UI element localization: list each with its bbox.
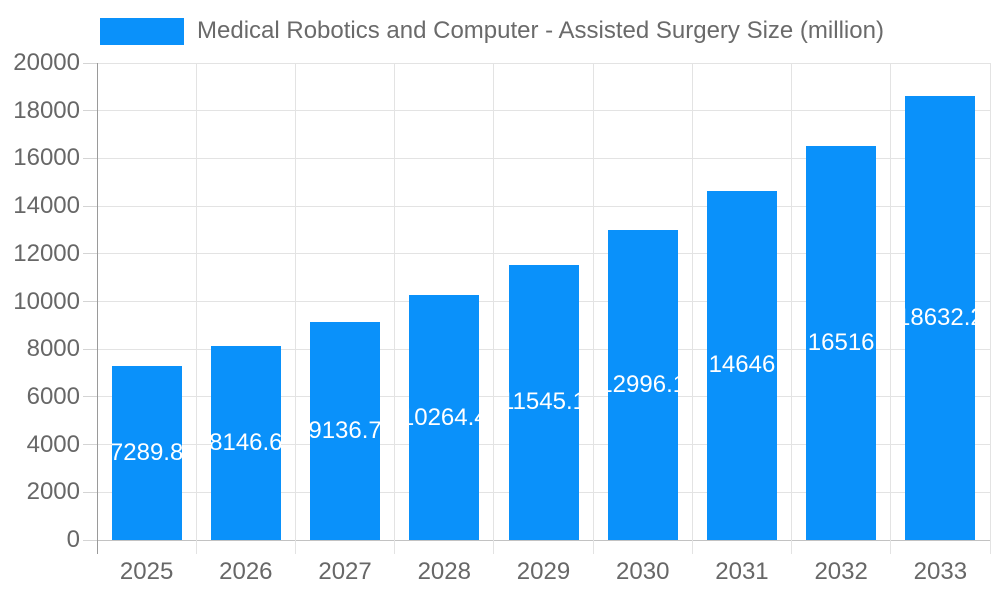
y-axis-line: [96, 63, 98, 554]
y-tick-mark: [83, 396, 97, 398]
legend-swatch-icon: [100, 17, 184, 45]
y-tick-label: 12000: [13, 239, 80, 267]
bar-2025[interactable]: 7289.8: [111, 366, 182, 540]
bar-value-label: 10264.4: [409, 403, 479, 431]
h-gridline: [97, 62, 990, 64]
y-tick-mark: [83, 62, 97, 64]
x-tick-label: 2033: [913, 558, 968, 585]
bar-2029[interactable]: 11545.1: [508, 264, 579, 540]
bar-value-label: 16516: [807, 329, 875, 357]
bar-value-label: 14646: [708, 351, 776, 379]
v-gridline: [195, 63, 197, 554]
h-gridline: [97, 110, 990, 112]
h-gridline: [97, 253, 990, 255]
bar-value-label: 9136.7: [310, 417, 381, 445]
bar-2033[interactable]: 18632.2: [905, 95, 976, 540]
bar-2032[interactable]: 16516: [806, 146, 877, 540]
x-axis-baseline: [97, 539, 990, 541]
bar-value-label: 8146.6: [210, 428, 281, 456]
y-tick-mark: [83, 348, 97, 350]
legend-label: Medical Robotics and Computer - Assisted…: [197, 17, 884, 44]
bar-2028[interactable]: 10264.4: [409, 295, 480, 540]
bar-2027[interactable]: 9136.7: [310, 322, 381, 540]
x-tick-label: 2026: [219, 558, 273, 585]
bar-2030[interactable]: 12996.1: [607, 230, 678, 540]
x-tick-label: 2030: [616, 558, 670, 585]
y-tick-mark: [83, 157, 97, 159]
x-tick-label: 2032: [814, 558, 868, 585]
bar-2031[interactable]: 14646: [706, 190, 777, 540]
plot-area: 7289.8 8146.6 9136.7 10264.4 11545.1 12996.1 1…: [96, 62, 991, 554]
y-tick-mark: [83, 253, 97, 255]
y-tick-label: 0: [66, 526, 80, 553]
v-gridline: [394, 63, 396, 554]
v-gridline: [691, 63, 693, 554]
x-tick-label: 2029: [516, 558, 571, 585]
v-gridline: [989, 63, 991, 554]
x-tick-label: 2025: [119, 558, 174, 585]
y-tick-label: 10000: [13, 287, 80, 315]
bar-value-label: 18632.2: [905, 303, 975, 331]
v-gridline: [493, 63, 495, 554]
y-tick-label: 14000: [13, 192, 80, 220]
y-tick-label: 18000: [13, 96, 80, 124]
h-gridline: [97, 157, 990, 159]
bar-value-label: 12996.1: [608, 371, 678, 399]
bar-value-label: 7289.8: [111, 439, 182, 467]
v-gridline: [791, 63, 793, 554]
y-tick-mark: [83, 444, 97, 446]
bar-value-label: 11545.1: [509, 388, 579, 416]
y-tick-mark: [83, 491, 97, 493]
y-tick-label: 4000: [26, 430, 80, 458]
v-gridline: [592, 63, 594, 554]
v-gridline: [890, 63, 892, 554]
h-gridline: [97, 205, 990, 207]
y-tick-mark: [83, 205, 97, 207]
x-tick-label: 2028: [417, 558, 471, 585]
x-tick-label: 2031: [715, 558, 769, 585]
y-tick-label: 20000: [13, 49, 80, 76]
x-tick-label: 2027: [318, 558, 372, 585]
v-gridline: [294, 63, 296, 554]
bar-2026[interactable]: 8146.6: [210, 345, 281, 540]
legend-item[interactable]: Medical Robotics and Computer - Assisted…: [100, 17, 884, 45]
y-tick-mark: [83, 301, 97, 302]
y-tick-mark: [83, 539, 97, 541]
y-tick-label: 16000: [13, 144, 80, 172]
y-tick-label: 6000: [26, 382, 80, 410]
y-tick-label: 8000: [26, 335, 80, 363]
y-tick-mark: [83, 110, 97, 112]
y-tick-label: 2000: [26, 478, 80, 506]
